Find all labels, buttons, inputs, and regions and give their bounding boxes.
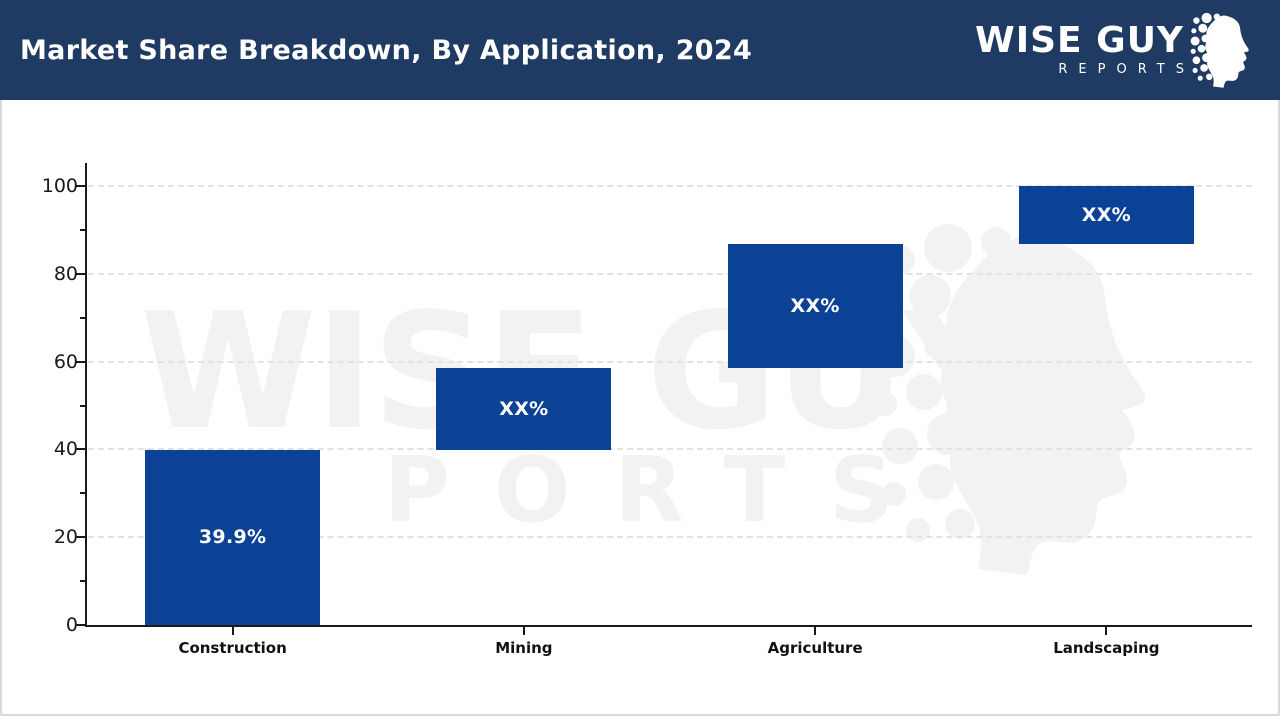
y-tick-label-60: 60 — [53, 350, 78, 373]
header: Market Share Breakdown, By Application, … — [0, 0, 1280, 100]
y-minor-tick-90 — [80, 228, 85, 231]
y-major-tick-0 — [76, 624, 85, 626]
page-title: Market Share Breakdown, By Application, … — [20, 34, 753, 66]
x-category-label-agriculture: Agriculture — [767, 639, 863, 657]
gridline-40 — [88, 448, 1252, 451]
y-major-tick-60 — [76, 360, 85, 363]
brand-face-icon — [1190, 8, 1254, 92]
y-minor-tick-30 — [80, 492, 85, 495]
brand-name: WISE GUY — [974, 20, 1184, 61]
bar-construction: 39.9% — [145, 449, 321, 625]
gridline-60 — [88, 360, 1252, 363]
y-minor-tick-70 — [80, 316, 85, 319]
y-tick-label-80: 80 — [53, 262, 78, 285]
brand-tagline: REPORTS — [1058, 62, 1195, 77]
y-minor-tick-10 — [80, 580, 85, 583]
chart-canvas: WISE GUY PORTS 0 20 40 60 80 100 39.9% XX% XX% XX… — [0, 100, 1280, 716]
y-major-tick-40 — [76, 448, 85, 451]
x-category-label-landscaping: Landscaping — [1053, 639, 1160, 657]
bar-mining: XX% — [436, 368, 612, 450]
y-tick-label-100: 100 — [41, 175, 78, 197]
x-tick-construction — [231, 627, 234, 635]
brand-logo: WISE GUY REPORTS — [975, 8, 1254, 92]
gridline-20 — [88, 536, 1252, 539]
x-tick-mining — [522, 627, 525, 635]
y-minor-tick-50 — [80, 404, 85, 407]
gridline-100 — [88, 185, 1252, 187]
bar-value-label: XX% — [499, 397, 549, 420]
bar-value-label: XX% — [1081, 203, 1131, 226]
y-tick-label-0: 0 — [65, 614, 78, 636]
gridline-80 — [88, 272, 1252, 275]
x-category-label-construction: Construction — [178, 639, 287, 657]
bar-landscaping: XX% — [1018, 186, 1194, 244]
x-tick-agriculture — [814, 627, 817, 635]
x-tick-landscaping — [1105, 627, 1108, 635]
y-axis-line — [85, 163, 87, 627]
y-major-tick-20 — [76, 536, 85, 539]
x-axis-line — [85, 625, 1252, 627]
watermark-subtext: PORTS — [384, 438, 938, 543]
brand-logo-text: WISE GUY REPORTS — [974, 20, 1184, 78]
bar-agriculture: XX% — [727, 243, 903, 369]
bar-value-label: XX% — [790, 294, 840, 317]
y-major-tick-80 — [76, 272, 85, 275]
bar-value-label: 39.9% — [198, 526, 267, 549]
y-tick-label-20: 20 — [53, 526, 78, 549]
waterfall-chart: 0 20 40 60 80 100 39.9% XX% XX% XX% Construction Mi… — [2, 100, 1278, 714]
y-major-tick-100 — [76, 185, 85, 187]
y-tick-label-40: 40 — [53, 438, 78, 461]
x-category-label-mining: Mining — [495, 639, 553, 657]
